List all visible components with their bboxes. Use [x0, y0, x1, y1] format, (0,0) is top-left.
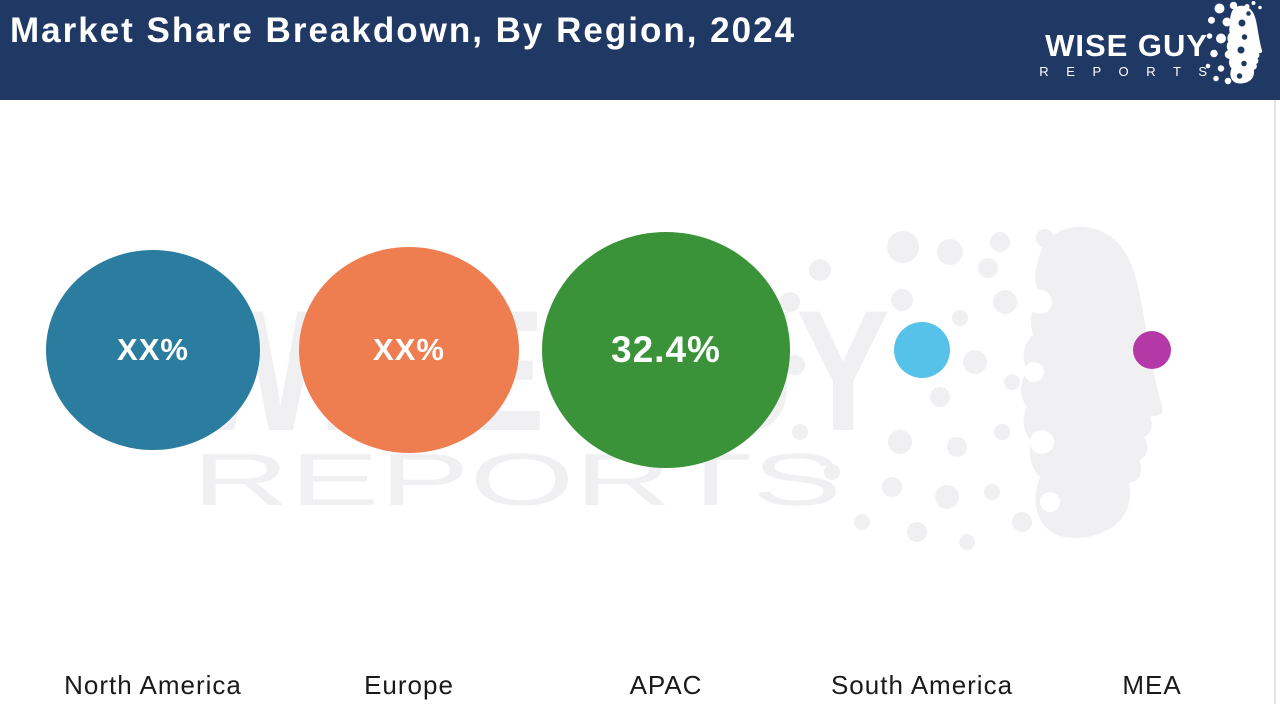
watermark-sub-text: REPORTS [192, 438, 842, 521]
bubble-mea [1133, 331, 1171, 369]
bubble-europe: XX% [299, 247, 519, 453]
region-label-mea: MEA [1122, 670, 1182, 700]
region-label-north-america: North America [64, 670, 242, 700]
logo-name-text: WISE GUY [1045, 27, 1209, 63]
bubble-value-apac: 32.4% [611, 329, 721, 370]
region-label-apac: APAC [629, 670, 703, 700]
bubble-south-america [894, 322, 950, 378]
content-right-edge-divider [1274, 100, 1276, 704]
bubble-north-america: XX% [46, 250, 260, 450]
wiseguy-head-icon [1205, 1, 1263, 85]
header-bar: Market Share Breakdown, By Region, 2024 … [0, 0, 1280, 100]
region-label-europe: Europe [364, 670, 454, 700]
logo-sub-text: R E P O R T S [1039, 63, 1214, 79]
region-label-south-america: South America [830, 670, 1014, 700]
bubble-apac: 32.4% [542, 232, 790, 468]
wiseguy-logo: WISE GUY R E P O R T S [1039, 1, 1268, 98]
bubble-chart: XX% North America XX% Europe 32.4% APAC South … [0, 100, 1280, 720]
watermark-head-icon [1021, 226, 1163, 539]
bubble-value-north-america: XX% [117, 332, 189, 367]
page-title: Market Share Breakdown, By Region, 2024 [10, 11, 797, 50]
bubble-value-europe: XX% [373, 332, 445, 367]
